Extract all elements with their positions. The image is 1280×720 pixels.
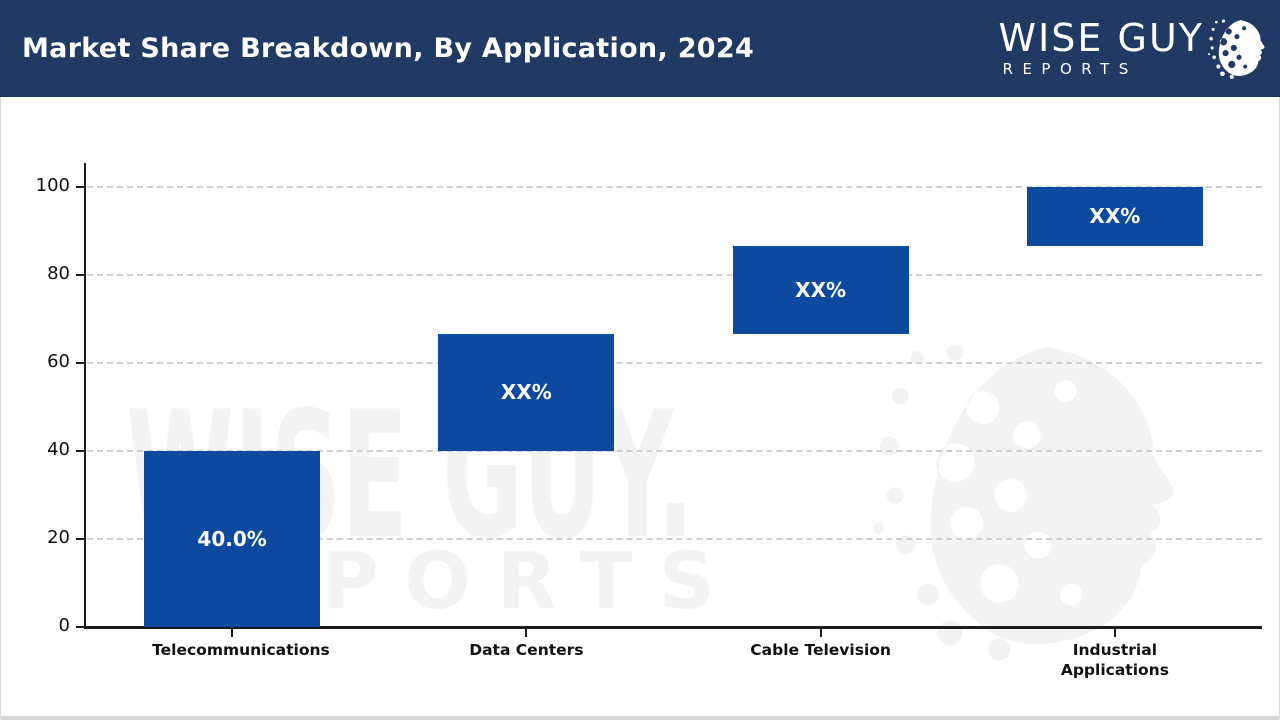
bar-industrial-applications: XX%	[1026, 187, 1203, 246]
x-axis-line	[84, 626, 1262, 629]
y-tick-label-60: 60	[47, 351, 70, 372]
page-title: Market Share Breakdown, By Application, …	[22, 33, 755, 64]
bar-value-label-industrial-applications: XX%	[1089, 204, 1141, 229]
y-tick-label-100: 100	[35, 175, 70, 196]
y-tick-label-80: 80	[47, 263, 70, 284]
y-tick-60	[76, 362, 85, 364]
category-label-industrial-applications: Industrial Applications	[1060, 641, 1169, 680]
logo-subtitle: REPORTS	[1002, 60, 1138, 78]
category-label-data-centers: Data Centers	[469, 641, 584, 659]
bar-telecommunications: 40.0%	[144, 451, 321, 627]
logo-wordmark: WISE GUY	[998, 16, 1204, 60]
gridline-60	[87, 362, 1262, 364]
header-bar: Market Share Breakdown, By Application, …	[0, 0, 1280, 97]
y-tick-0	[76, 626, 85, 628]
y-tick-20	[76, 538, 85, 540]
wiseguy-logo: WISE GUY REPORTS	[999, 0, 1280, 97]
y-tick-label-20: 20	[47, 527, 70, 548]
x-tick-industrial-applications	[1113, 629, 1116, 637]
category-label-cable-television: Cable Television	[750, 641, 891, 659]
y-tick-label-40: 40	[47, 439, 70, 460]
gridline-100	[87, 186, 1262, 188]
bar-value-label-data-centers: XX%	[500, 380, 552, 405]
y-tick-80	[76, 274, 85, 276]
y-tick-label-0: 0	[58, 615, 70, 636]
gridline-20	[87, 538, 1262, 540]
x-tick-cable-television	[819, 629, 822, 637]
x-tick-data-centers	[525, 629, 528, 637]
category-label-telecommunications: Telecommunications	[152, 641, 330, 659]
wiseguy-logo-text: WISE GUY REPORTS	[999, 19, 1204, 78]
bar-value-label-cable-television: XX%	[795, 277, 847, 302]
footer-strip	[0, 716, 1280, 720]
bar-value-label-telecommunications: 40.0%	[197, 527, 267, 551]
gridline-40	[87, 450, 1262, 452]
x-tick-telecommunications	[231, 629, 234, 637]
bar-cable-television: XX%	[732, 245, 909, 334]
bar-data-centers: XX%	[438, 333, 615, 451]
y-tick-40	[76, 450, 85, 452]
y-axis-line	[84, 163, 86, 629]
gridline-80	[87, 274, 1262, 276]
y-tick-100	[76, 186, 85, 188]
